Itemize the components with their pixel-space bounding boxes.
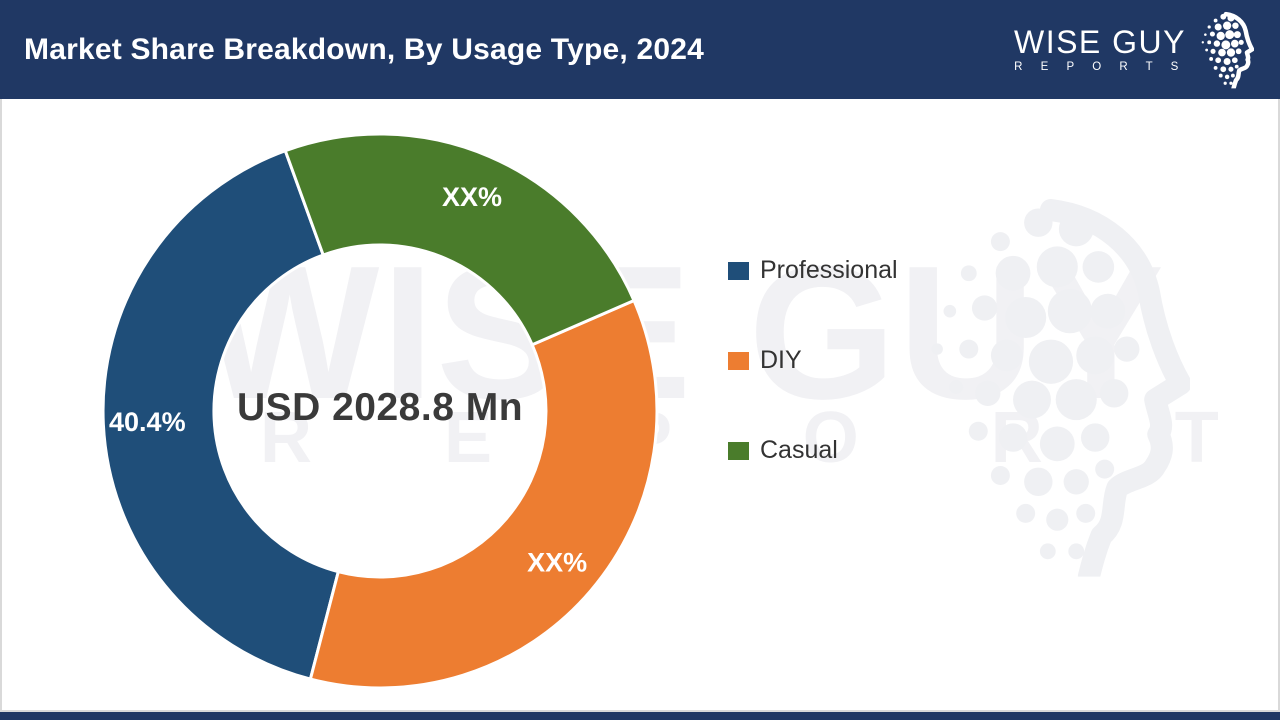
brand-logo-text: WISE GUY R E P O R T S [1014,26,1186,74]
legend-swatch-diy [728,351,749,370]
legend-swatch-casual [728,441,749,460]
legend-item-diy: DIY [728,344,898,377]
donut-center-value: USD 2028.8 Mn [236,386,524,429]
footer-accent-bar [0,712,1280,720]
watermark-head-icon [874,169,1190,605]
legend-label: Professional [760,256,898,284]
chart-legend: Professional DIY Casual [728,254,898,467]
page-title: Market Share Breakdown, By Usage Type, 2… [24,32,704,66]
legend-swatch-professional [728,261,749,280]
header-bar: Market Share Breakdown, By Usage Type, 2… [0,0,1280,99]
legend-label: DIY [760,346,802,374]
legend-label: Casual [760,436,838,464]
dotted-head-profile-icon [1190,10,1254,90]
legend-item-casual: Casual [728,434,898,467]
legend-item-professional: Professional [728,254,898,287]
brand-logo: WISE GUY R E P O R T S [1014,10,1254,90]
brand-subname: R E P O R T S [1014,60,1186,73]
brand-name: WISE GUY [1013,23,1186,60]
